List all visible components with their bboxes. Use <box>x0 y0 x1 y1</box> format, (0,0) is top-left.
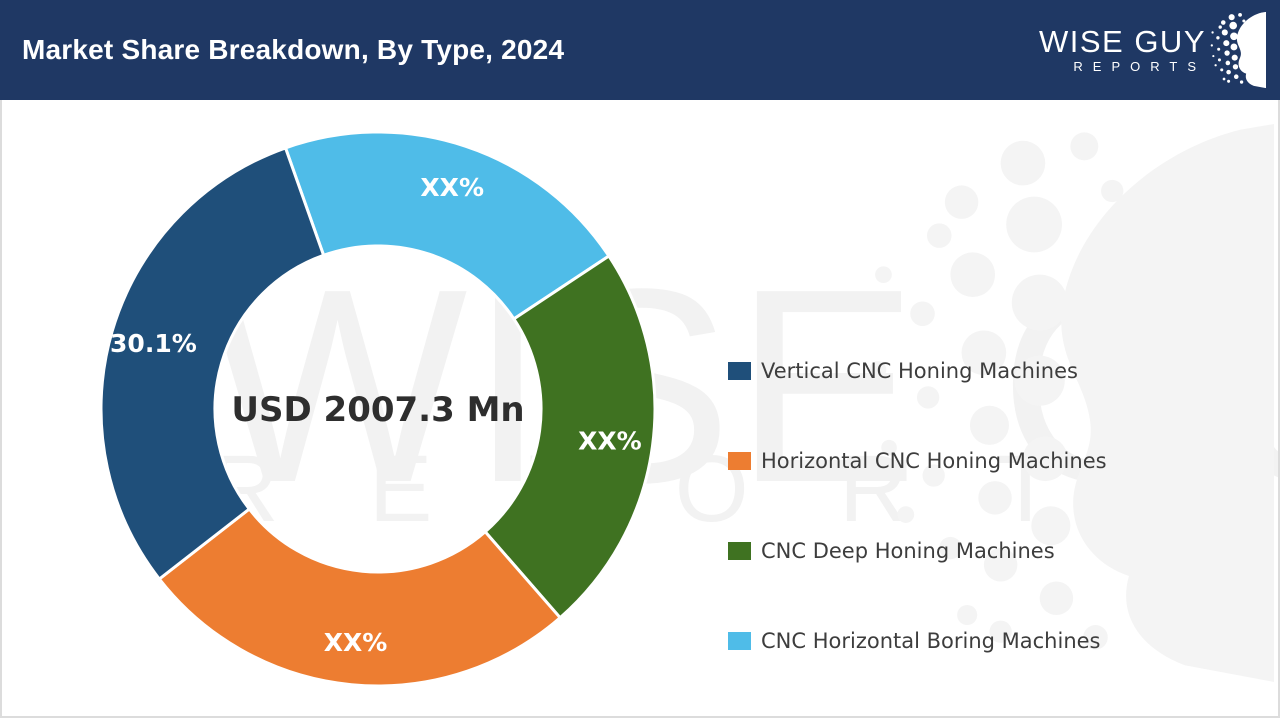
legend-item-3: CNC Horizontal Boring Machines <box>728 628 1107 654</box>
logo-line1: WISE GUY <box>1038 24 1206 59</box>
header-bar: Market Share Breakdown, By Type, 2024 WI… <box>0 0 1280 100</box>
legend-swatch-icon <box>728 632 751 650</box>
legend-item-2: CNC Deep Honing Machines <box>728 538 1107 564</box>
wiseguy-face-icon <box>1208 10 1266 90</box>
legend-label: CNC Horizontal Boring Machines <box>761 629 1101 653</box>
legend-label: Vertical CNC Honing Machines <box>761 359 1078 383</box>
chart-legend: Vertical CNC Honing Machines Horizontal C… <box>728 358 1107 718</box>
legend-label: CNC Deep Honing Machines <box>761 539 1055 563</box>
legend-swatch-icon <box>728 452 751 470</box>
wiseguy-logo: WISE GUY REPORTS <box>1039 0 1266 100</box>
legend-swatch-icon <box>728 362 751 380</box>
legend-item-1: Horizontal CNC Honing Machines <box>728 448 1107 474</box>
legend-item-0: Vertical CNC Honing Machines <box>728 358 1107 384</box>
logo-line2: REPORTS <box>1073 59 1206 74</box>
legend-swatch-icon <box>728 542 751 560</box>
page-title: Market Share Breakdown, By Type, 2024 <box>22 34 565 65</box>
legend-label: Horizontal CNC Honing Machines <box>761 449 1107 473</box>
wiseguy-logo-wordmark: WISE GUY REPORTS <box>1039 25 1206 75</box>
